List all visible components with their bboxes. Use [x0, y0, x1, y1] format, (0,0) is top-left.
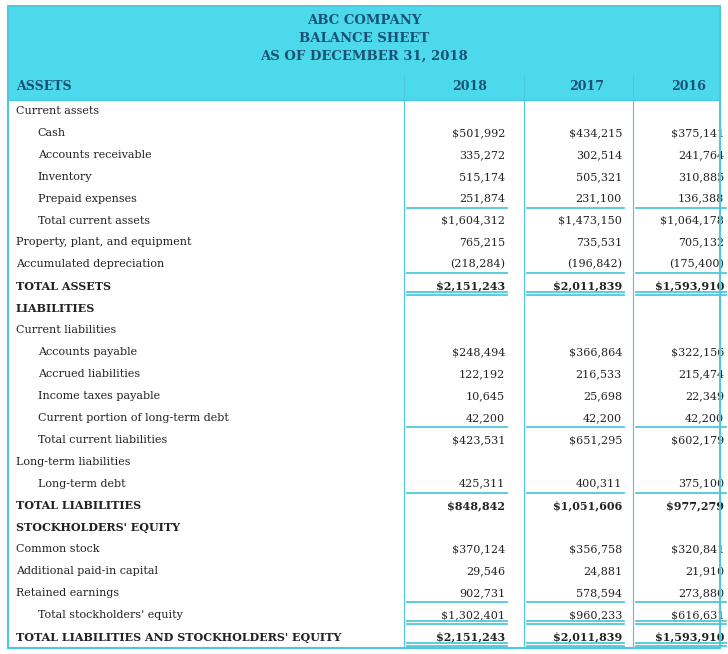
Text: 231,100: 231,100	[576, 194, 622, 203]
Text: Total current assets: Total current assets	[38, 216, 150, 226]
Text: Current portion of long-term debt: Current portion of long-term debt	[38, 413, 229, 423]
Text: Common stock: Common stock	[16, 544, 100, 555]
Text: 215,474: 215,474	[678, 369, 724, 379]
Text: $356,758: $356,758	[569, 544, 622, 555]
Text: $616,631: $616,631	[670, 610, 724, 620]
Text: 241,764: 241,764	[678, 150, 724, 160]
Text: 310,885: 310,885	[678, 172, 724, 182]
Text: 335,272: 335,272	[459, 150, 505, 160]
Text: Accounts payable: Accounts payable	[38, 347, 137, 357]
Text: 216,533: 216,533	[576, 369, 622, 379]
Text: Retained earnings: Retained earnings	[16, 588, 119, 598]
Text: Accounts receivable: Accounts receivable	[38, 150, 151, 160]
Text: 425,311: 425,311	[459, 479, 505, 489]
Text: Inventory: Inventory	[38, 172, 92, 182]
Text: $375,141: $375,141	[670, 128, 724, 138]
Text: 22,349: 22,349	[685, 391, 724, 401]
Text: $1,051,606: $1,051,606	[553, 500, 622, 511]
Text: Current assets: Current assets	[16, 106, 99, 116]
Text: $1,593,910: $1,593,910	[654, 281, 724, 292]
Text: 25,698: 25,698	[583, 391, 622, 401]
Text: 375,100: 375,100	[678, 479, 724, 489]
Text: 2016: 2016	[671, 80, 706, 94]
Text: BALANCE SHEET: BALANCE SHEET	[299, 31, 429, 44]
Text: (175,400): (175,400)	[669, 259, 724, 269]
Text: 42,200: 42,200	[466, 413, 505, 423]
Text: (196,842): (196,842)	[567, 259, 622, 269]
Text: Total stockholders' equity: Total stockholders' equity	[38, 610, 183, 620]
Text: 136,388: 136,388	[678, 194, 724, 203]
Text: Income taxes payable: Income taxes payable	[38, 391, 160, 401]
Text: $2,011,839: $2,011,839	[553, 281, 622, 292]
Text: Additional paid-in capital: Additional paid-in capital	[16, 566, 158, 576]
Text: Accrued liabilities: Accrued liabilities	[38, 369, 140, 379]
Text: Long-term debt: Long-term debt	[38, 479, 125, 489]
Text: $1,604,312: $1,604,312	[441, 216, 505, 226]
Text: 400,311: 400,311	[576, 479, 622, 489]
Text: $1,593,910: $1,593,910	[654, 632, 724, 642]
Text: Current liabilities: Current liabilities	[16, 325, 116, 335]
Text: ASSETS: ASSETS	[16, 80, 71, 94]
Text: Prepaid expenses: Prepaid expenses	[38, 194, 137, 203]
Text: ABC COMPANY: ABC COMPANY	[306, 14, 422, 27]
Text: STOCKHOLDERS' EQUITY: STOCKHOLDERS' EQUITY	[16, 522, 180, 533]
Text: $1,302,401: $1,302,401	[441, 610, 505, 620]
Text: $602,179: $602,179	[670, 435, 724, 445]
Text: 2017: 2017	[569, 80, 604, 94]
Text: TOTAL ASSETS: TOTAL ASSETS	[16, 281, 111, 292]
Text: $651,295: $651,295	[569, 435, 622, 445]
Text: $1,064,178: $1,064,178	[660, 216, 724, 226]
Text: $248,494: $248,494	[451, 347, 505, 357]
Bar	[8, 74, 720, 100]
Text: 505,321: 505,321	[576, 172, 622, 182]
Text: $370,124: $370,124	[452, 544, 505, 555]
Text: Cash: Cash	[38, 128, 66, 138]
Text: 29,546: 29,546	[466, 566, 505, 576]
Text: 10,645: 10,645	[466, 391, 505, 401]
Text: 515,174: 515,174	[459, 172, 505, 182]
Text: $366,864: $366,864	[569, 347, 622, 357]
Text: 21,910: 21,910	[685, 566, 724, 576]
Text: $977,279: $977,279	[666, 500, 724, 511]
Text: $423,531: $423,531	[451, 435, 505, 445]
Text: $2,151,243: $2,151,243	[436, 632, 505, 642]
Text: Total current liabilities: Total current liabilities	[38, 435, 167, 445]
Text: 273,880: 273,880	[678, 588, 724, 598]
Text: $2,011,839: $2,011,839	[553, 632, 622, 642]
Text: $501,992: $501,992	[451, 128, 505, 138]
Text: 251,874: 251,874	[459, 194, 505, 203]
Text: $434,215: $434,215	[569, 128, 622, 138]
Bar	[8, 6, 720, 74]
Text: $848,842: $848,842	[447, 500, 505, 511]
Text: 2018: 2018	[453, 80, 488, 94]
Text: Accumulated depreciation: Accumulated depreciation	[16, 260, 165, 269]
Text: TOTAL LIABILITIES: TOTAL LIABILITIES	[16, 500, 141, 511]
Text: Long-term liabilities: Long-term liabilities	[16, 456, 130, 467]
Text: AS OF DECEMBER 31, 2018: AS OF DECEMBER 31, 2018	[260, 50, 468, 63]
Text: 24,881: 24,881	[583, 566, 622, 576]
Text: $1,473,150: $1,473,150	[558, 216, 622, 226]
Text: 902,731: 902,731	[459, 588, 505, 598]
Text: 42,200: 42,200	[583, 413, 622, 423]
Text: $322,156: $322,156	[670, 347, 724, 357]
Text: 765,215: 765,215	[459, 237, 505, 247]
Text: 42,200: 42,200	[685, 413, 724, 423]
Text: 705,132: 705,132	[678, 237, 724, 247]
Text: LIABILITIES: LIABILITIES	[16, 303, 95, 314]
Text: Property, plant, and equipment: Property, plant, and equipment	[16, 237, 191, 247]
Text: 302,514: 302,514	[576, 150, 622, 160]
Text: 735,531: 735,531	[576, 237, 622, 247]
Text: $960,233: $960,233	[569, 610, 622, 620]
Text: TOTAL LIABILITIES AND STOCKHOLDERS' EQUITY: TOTAL LIABILITIES AND STOCKHOLDERS' EQUI…	[16, 632, 341, 642]
Text: $2,151,243: $2,151,243	[436, 281, 505, 292]
Text: $320,841: $320,841	[670, 544, 724, 555]
Text: 122,192: 122,192	[459, 369, 505, 379]
Text: (218,284): (218,284)	[450, 259, 505, 269]
Text: 578,594: 578,594	[576, 588, 622, 598]
